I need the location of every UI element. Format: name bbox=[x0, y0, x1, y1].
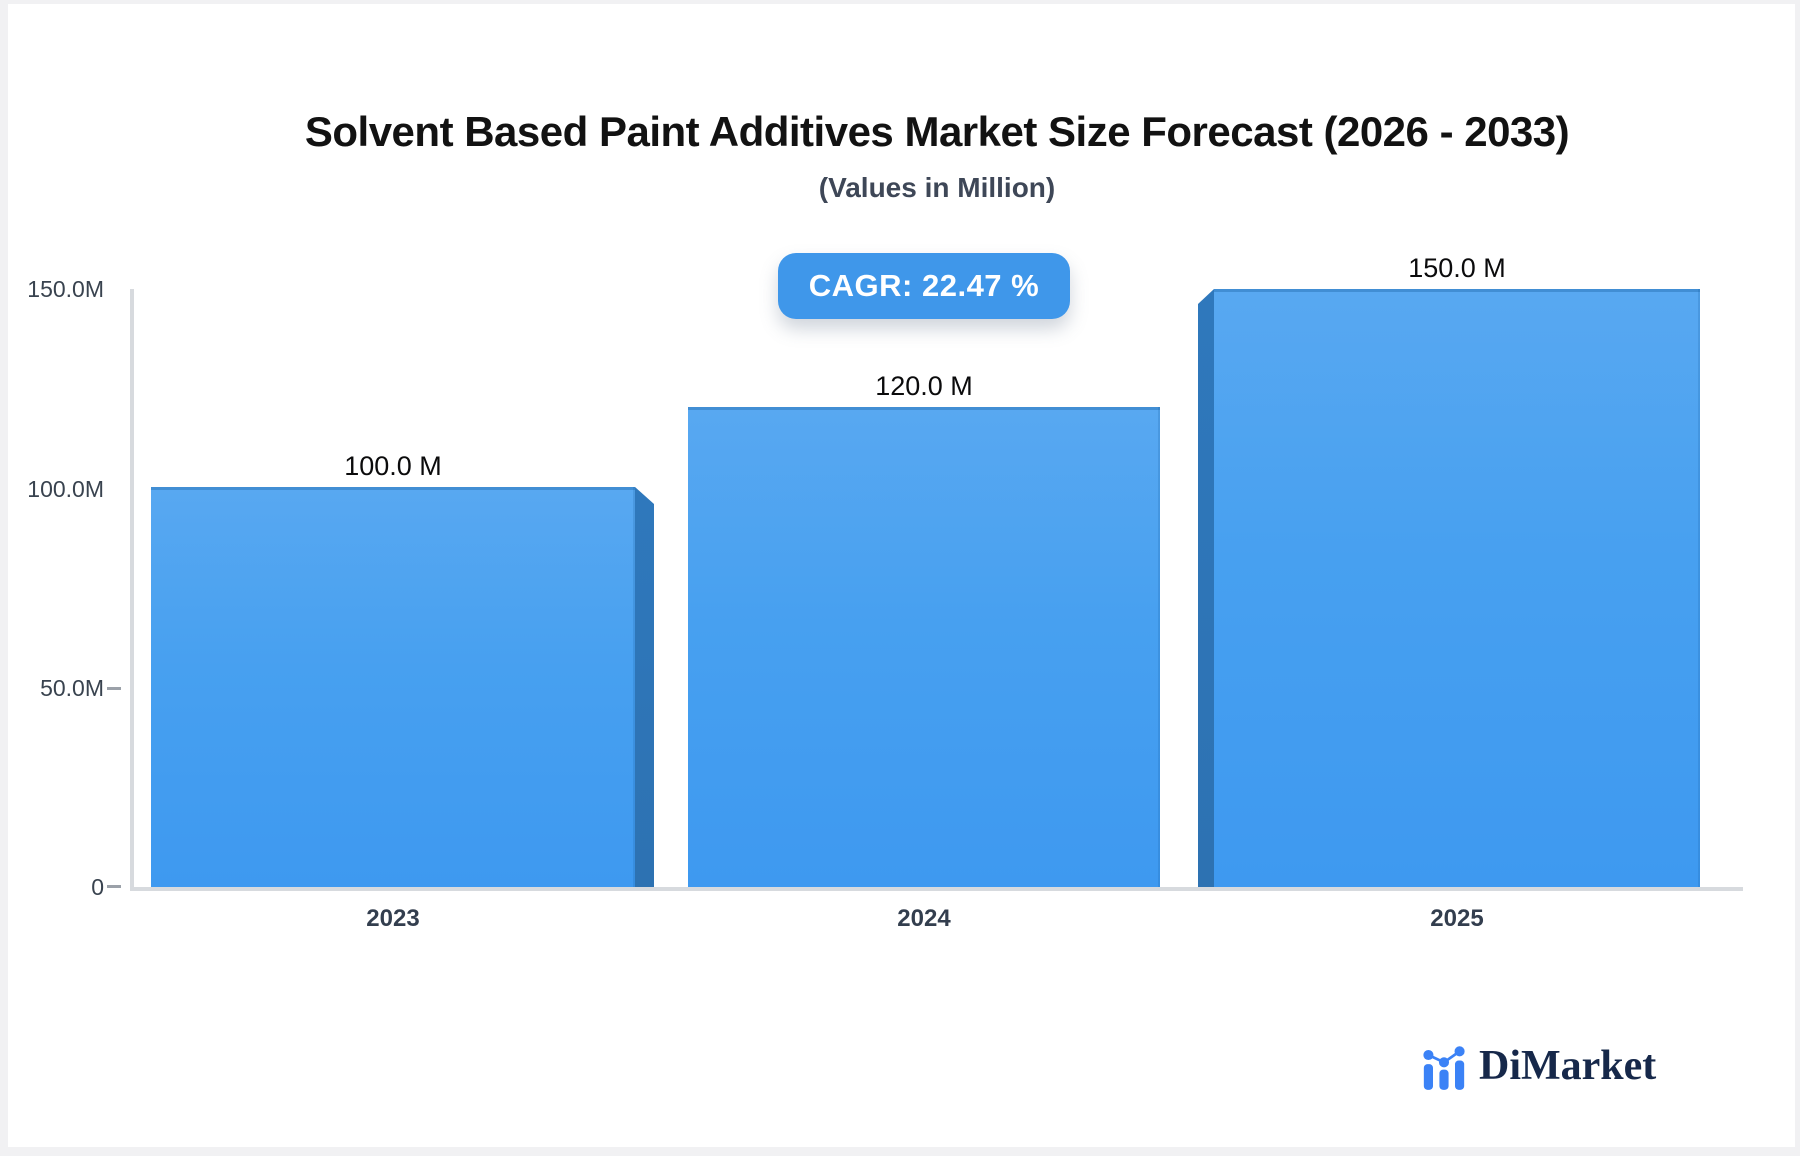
y-axis-line bbox=[130, 289, 134, 889]
card-frame-bottom bbox=[0, 1147, 1800, 1156]
card-frame-top bbox=[0, 0, 1800, 4]
bar-value-label-2024: 120.0 M bbox=[875, 371, 973, 401]
card-frame-left bbox=[0, 0, 8, 1156]
y-tick-mark-0 bbox=[107, 885, 121, 888]
y-tick-mark-50m bbox=[107, 687, 121, 690]
bar-2025-side-face bbox=[1198, 289, 1214, 887]
dimarket-logo: DiMarket bbox=[1422, 1042, 1656, 1090]
x-axis-label-2025: 2025 bbox=[1430, 905, 1484, 932]
bar-2024 bbox=[688, 407, 1160, 887]
chart-subtitle: (Values in Million) bbox=[818, 172, 1056, 203]
x-axis-label-2024: 2024 bbox=[897, 905, 951, 932]
bar-value-label-2025: 150.0 M bbox=[1408, 253, 1506, 283]
bar-2023-side-face bbox=[635, 487, 654, 887]
y-tick-label-50m: 50.0M bbox=[40, 675, 104, 701]
bar-chart-logo-icon bbox=[1423, 1046, 1465, 1090]
cagr-badge: CAGR: 22.47 % bbox=[778, 253, 1070, 319]
chart-title: Solvent Based Paint Additives Market Siz… bbox=[304, 108, 1570, 155]
y-tick-label-100m: 100.0M bbox=[27, 476, 104, 502]
y-tick-label-150m: 150.0M bbox=[27, 276, 104, 302]
x-axis-label-2023: 2023 bbox=[366, 905, 420, 932]
card-frame-right bbox=[1795, 0, 1800, 1156]
y-tick-label-0: 0 bbox=[91, 874, 104, 900]
dimarket-logo-text: DiMarket bbox=[1479, 1043, 1657, 1089]
bar-2023 bbox=[151, 487, 635, 887]
bar-2025 bbox=[1214, 289, 1700, 887]
x-axis-line bbox=[130, 887, 1743, 891]
bar-value-label-2023: 100.0 M bbox=[344, 451, 442, 481]
